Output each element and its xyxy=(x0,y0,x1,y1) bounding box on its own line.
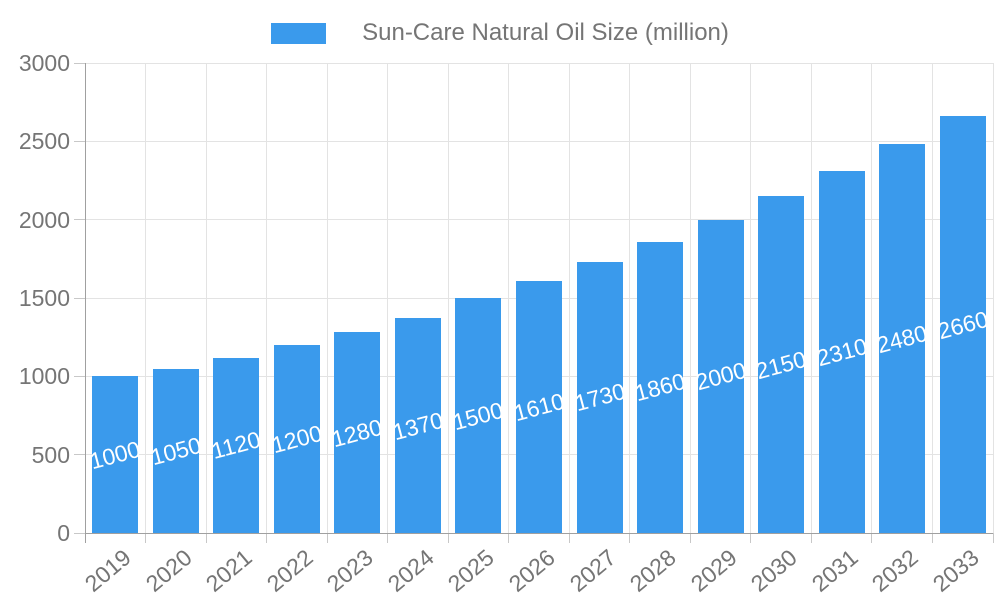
legend-label: Sun-Care Natural Oil Size (million) xyxy=(362,19,729,46)
x-tick-mark xyxy=(508,533,510,543)
y-tick-mark xyxy=(74,62,85,64)
x-gridline xyxy=(387,63,389,533)
bar[interactable] xyxy=(394,318,441,533)
x-gridline xyxy=(447,63,449,533)
bar[interactable] xyxy=(334,332,381,533)
x-tick-mark xyxy=(145,533,147,543)
bar[interactable] xyxy=(818,171,865,533)
x-tick-mark xyxy=(266,533,268,543)
x-gridline xyxy=(750,63,752,533)
y-tick-label: 1500 xyxy=(18,285,70,311)
x-tick-mark xyxy=(205,533,207,543)
y-tick-label: 2500 xyxy=(18,128,70,155)
legend-item[interactable]: Sun-Care Natural Oil Size (million) xyxy=(0,18,1000,48)
y-axis-line xyxy=(84,63,86,543)
bar[interactable] xyxy=(879,144,926,533)
x-tick-mark xyxy=(568,533,570,543)
y-gridline xyxy=(85,140,993,142)
x-gridline xyxy=(871,63,873,533)
legend-swatch[interactable] xyxy=(271,22,327,44)
x-gridline xyxy=(266,63,268,533)
x-axis-line xyxy=(85,532,993,534)
y-tick-label: 1000 xyxy=(18,363,70,390)
x-gridline xyxy=(689,63,691,533)
x-tick-mark xyxy=(689,533,691,543)
y-tick-label: 500 xyxy=(31,441,70,468)
y-tick-mark xyxy=(74,297,85,299)
x-gridline xyxy=(568,63,570,533)
x-gridline xyxy=(992,63,994,533)
x-tick-mark xyxy=(931,533,933,543)
y-tick-mark xyxy=(74,532,85,534)
bar[interactable] xyxy=(152,368,199,533)
x-gridline xyxy=(508,63,510,533)
x-gridline xyxy=(931,63,933,533)
bar[interactable] xyxy=(92,376,139,533)
y-tick-mark xyxy=(74,140,85,142)
bar[interactable] xyxy=(273,345,320,533)
y-tick-mark xyxy=(74,375,85,377)
x-gridline xyxy=(326,63,328,533)
x-tick-mark xyxy=(992,533,994,543)
y-gridline xyxy=(85,219,993,221)
x-tick-mark xyxy=(326,533,328,543)
x-tick-mark xyxy=(447,533,449,543)
x-gridline xyxy=(145,63,147,533)
bar[interactable] xyxy=(758,196,805,533)
y-gridline xyxy=(85,62,993,64)
x-gridline xyxy=(810,63,812,533)
x-gridline xyxy=(205,63,207,533)
bar[interactable] xyxy=(455,298,502,533)
y-tick-mark xyxy=(74,454,85,456)
bar[interactable] xyxy=(213,357,260,533)
bar[interactable] xyxy=(516,280,562,533)
x-gridline xyxy=(629,63,631,533)
y-tick-label: 0 xyxy=(57,520,70,546)
bar[interactable] xyxy=(697,219,744,533)
bar[interactable] xyxy=(637,241,684,533)
bar[interactable] xyxy=(939,116,986,533)
x-tick-label: 2019 xyxy=(80,544,136,597)
x-tick-mark xyxy=(871,533,873,543)
y-tick-mark xyxy=(74,219,85,221)
y-tick-label: 2000 xyxy=(18,206,70,233)
y-tick-label: 3000 xyxy=(18,50,70,76)
x-tick-mark xyxy=(387,533,389,543)
x-tick-mark xyxy=(750,533,752,543)
bar[interactable] xyxy=(576,261,623,533)
x-tick-mark xyxy=(629,533,631,543)
x-tick-mark xyxy=(810,533,812,543)
